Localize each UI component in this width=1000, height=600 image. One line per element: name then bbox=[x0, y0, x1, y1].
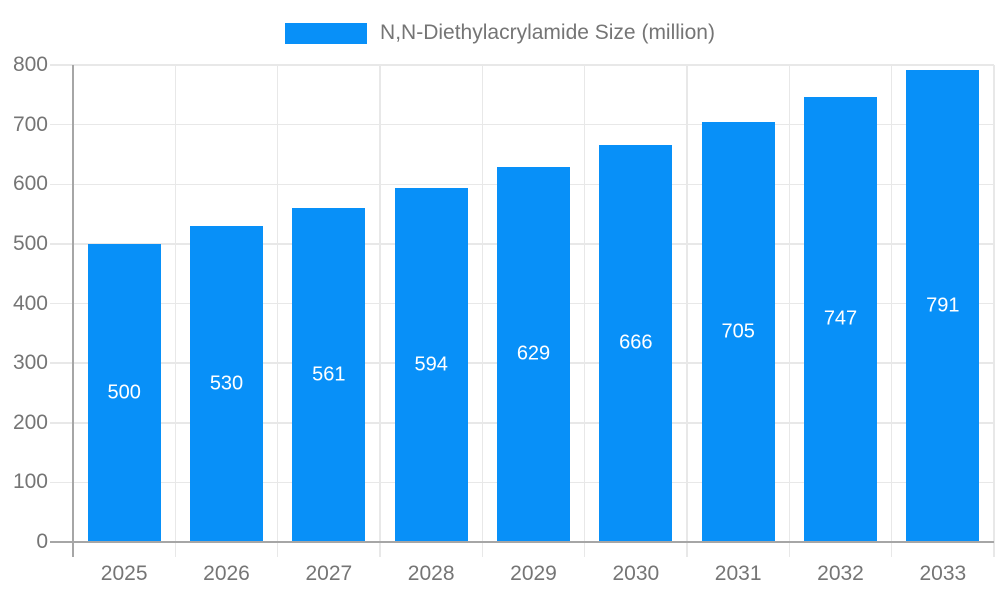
y-tick-label: 500 bbox=[12, 231, 48, 255]
x-tick-label: 2029 bbox=[510, 562, 557, 585]
gridline bbox=[788, 65, 791, 557]
legend-swatch bbox=[285, 22, 368, 44]
gridline bbox=[993, 65, 995, 557]
gridline bbox=[686, 65, 688, 557]
gridline bbox=[379, 65, 381, 557]
bar-value-label: 705 bbox=[721, 320, 755, 343]
gridline bbox=[890, 65, 893, 557]
gridline bbox=[174, 65, 177, 557]
x-tick-label: 2031 bbox=[714, 562, 762, 585]
bar[interactable]: 594 bbox=[394, 187, 468, 542]
bar-value-label: 629 bbox=[516, 342, 551, 365]
x-tick-label: 2027 bbox=[305, 562, 353, 585]
x-axis-line bbox=[50, 540, 994, 544]
gridline bbox=[50, 64, 994, 66]
y-tick-label: 0 bbox=[36, 530, 48, 553]
bar-value-label: 561 bbox=[312, 363, 346, 386]
y-tick-label: 100 bbox=[12, 470, 48, 494]
gridline bbox=[50, 123, 994, 126]
y-tick-label: 300 bbox=[12, 351, 48, 375]
y-tick-label: 400 bbox=[12, 291, 48, 315]
y-axis-line bbox=[71, 65, 75, 557]
x-tick-label: 2025 bbox=[100, 562, 148, 585]
y-tick-label: 800 bbox=[12, 53, 48, 76]
bar-value-label: 594 bbox=[414, 353, 448, 376]
y-tick-label: 200 bbox=[12, 410, 48, 434]
bar[interactable]: 747 bbox=[804, 96, 877, 542]
x-tick-label: 2028 bbox=[407, 562, 455, 585]
bar[interactable]: 561 bbox=[292, 207, 366, 542]
bar[interactable]: 500 bbox=[87, 243, 161, 542]
gridline bbox=[276, 65, 279, 557]
bar-value-label: 666 bbox=[619, 331, 653, 354]
legend-label: N,N-Diethylacrylamide Size (million) bbox=[380, 21, 715, 44]
x-tick-label: 2033 bbox=[919, 562, 967, 585]
x-tick-label: 2030 bbox=[612, 562, 660, 585]
bar[interactable]: 629 bbox=[497, 166, 570, 542]
gridline bbox=[481, 65, 484, 557]
y-tick-label: 700 bbox=[12, 112, 48, 136]
x-tick-label: 2026 bbox=[203, 562, 250, 585]
bar[interactable]: 705 bbox=[701, 121, 775, 542]
bar[interactable]: 530 bbox=[190, 225, 263, 542]
x-tick-label: 2032 bbox=[817, 562, 864, 585]
bar-value-label: 747 bbox=[823, 307, 858, 330]
bar-value-label: 791 bbox=[926, 294, 960, 317]
bar[interactable]: 791 bbox=[906, 70, 980, 542]
bar[interactable]: 666 bbox=[599, 144, 673, 542]
gridline bbox=[583, 65, 586, 557]
legend[interactable]: N,N-Diethylacrylamide Size (million) bbox=[0, 21, 1000, 45]
y-tick-label: 600 bbox=[12, 172, 48, 196]
bar-value-label: 530 bbox=[209, 372, 244, 395]
bar-value-label: 500 bbox=[107, 381, 141, 404]
